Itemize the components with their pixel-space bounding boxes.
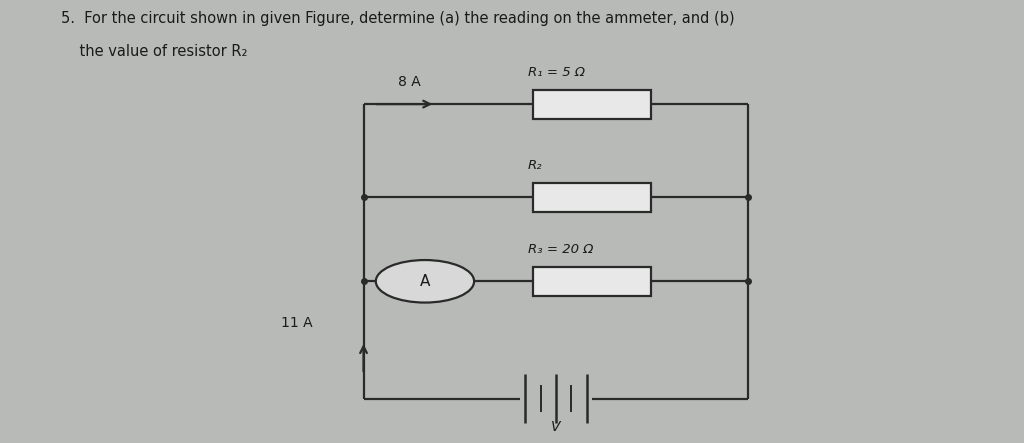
Text: V: V — [551, 420, 561, 435]
Circle shape — [376, 260, 474, 303]
Bar — [532, 183, 651, 211]
Text: R₁ = 5 Ω: R₁ = 5 Ω — [528, 66, 585, 79]
Text: 5.  For the circuit shown in given Figure, determine (a) the reading on the amme: 5. For the circuit shown in given Figure… — [61, 11, 735, 26]
Text: 8 A: 8 A — [398, 74, 421, 89]
Bar — [532, 267, 651, 296]
Text: R₂: R₂ — [528, 159, 543, 171]
Text: R₃ = 20 Ω: R₃ = 20 Ω — [528, 243, 593, 256]
Text: 11 A: 11 A — [281, 316, 312, 330]
Bar — [532, 89, 651, 119]
Text: A: A — [420, 274, 430, 289]
Text: the value of resistor R₂: the value of resistor R₂ — [61, 44, 248, 59]
